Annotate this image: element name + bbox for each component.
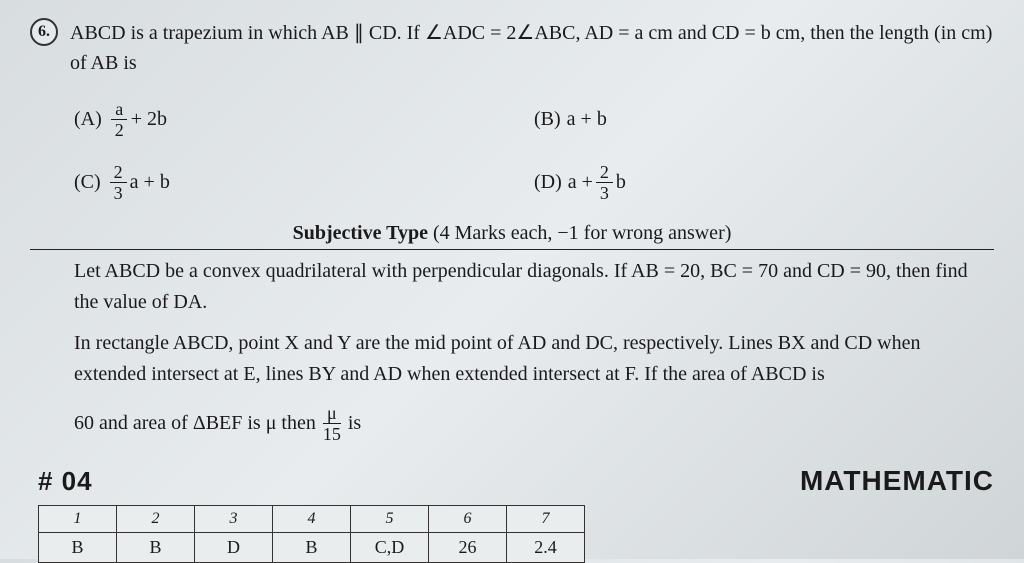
section-divider — [30, 249, 994, 250]
option-d-rest: b — [616, 171, 626, 194]
options-grid: (A) a 2 + 2b (B) a + b (C) 2 3 a + b — [74, 100, 994, 202]
section-title: Subjective Type (4 Marks each, −1 for wr… — [30, 222, 994, 245]
question-text: ABCD is a trapezium in which AB ∥ CD. If… — [70, 18, 994, 78]
option-a-label: (A) — [74, 108, 102, 131]
option-a: (A) a 2 + 2b — [74, 100, 534, 139]
option-d-label: (D) — [534, 171, 562, 194]
table-header-cell: 1 — [39, 506, 117, 533]
option-b-label: (B) — [534, 108, 561, 131]
option-d: (D) a + 2 3 b — [534, 163, 994, 202]
frac-num: μ — [323, 404, 341, 424]
sq2-part1: In rectangle ABCD, point X and Y are the… — [74, 332, 921, 385]
section-title-rest: (4 Marks each, −1 for wrong answer) — [428, 222, 731, 244]
fraction-icon: 2 3 — [596, 163, 613, 202]
table-cell: B — [39, 533, 117, 563]
table-row: 1 2 3 4 5 6 7 — [39, 506, 585, 533]
question-6: 6. ABCD is a trapezium in which AB ∥ CD.… — [30, 18, 994, 202]
option-b-text: a + b — [567, 108, 607, 131]
table-cell: D — [195, 533, 273, 563]
option-a-expr: a 2 + 2b — [108, 100, 167, 139]
option-c-expr: 2 3 a + b — [107, 163, 170, 202]
option-c-label: (C) — [74, 171, 101, 194]
frac-num: a — [111, 100, 127, 120]
answer-table: 1 2 3 4 5 6 7 B B D B C,D 26 2.4 — [38, 505, 585, 563]
page-number: # 04 — [38, 466, 93, 497]
table-cell: B — [117, 533, 195, 563]
table-header-cell: 3 — [195, 506, 273, 533]
frac-den: 2 — [111, 120, 128, 139]
table-cell: 26 — [429, 533, 507, 563]
table-header-cell: 4 — [273, 506, 351, 533]
question-header: 6. ABCD is a trapezium in which AB ∥ CD.… — [30, 18, 994, 78]
table-header-cell: 2 — [117, 506, 195, 533]
fraction-icon: a 2 — [111, 100, 128, 139]
footer-row: # 04 MATHEMATIC — [38, 465, 994, 497]
frac-den: 3 — [596, 183, 613, 202]
option-d-expr: a + 2 3 b — [568, 163, 626, 202]
section-title-bold: Subjective Type — [293, 222, 428, 244]
table-cell: C,D — [351, 533, 429, 563]
table-cell: B — [273, 533, 351, 563]
option-c: (C) 2 3 a + b — [74, 163, 534, 202]
sq2-part2: 60 and area of ΔBEF is μ then μ 15 is — [74, 404, 361, 443]
frac-num: 2 — [596, 163, 613, 183]
subjective-question-1: Let ABCD be a convex quadrilateral with … — [74, 256, 994, 318]
table-header-cell: 7 — [507, 506, 585, 533]
table-header-cell: 6 — [429, 506, 507, 533]
option-d-pre: a + — [568, 171, 593, 194]
table-header-cell: 5 — [351, 506, 429, 533]
subject-label: MATHEMATIC — [800, 465, 994, 497]
sq2-pre: 60 and area of ΔBEF is μ then — [74, 408, 316, 439]
frac-num: 2 — [110, 163, 127, 183]
option-a-rest: + 2b — [131, 108, 167, 131]
question-number: 6. — [30, 18, 58, 46]
sq2-post: is — [348, 408, 361, 439]
table-row: B B D B C,D 26 2.4 — [39, 533, 585, 563]
option-b: (B) a + b — [534, 100, 994, 139]
frac-den: 3 — [110, 183, 127, 202]
subjective-question-2: In rectangle ABCD, point X and Y are the… — [74, 328, 994, 443]
fraction-icon: 2 3 — [110, 163, 127, 202]
option-c-rest: a + b — [130, 171, 170, 194]
fraction-icon: μ 15 — [319, 404, 345, 443]
frac-den: 15 — [319, 424, 345, 443]
table-cell: 2.4 — [507, 533, 585, 563]
